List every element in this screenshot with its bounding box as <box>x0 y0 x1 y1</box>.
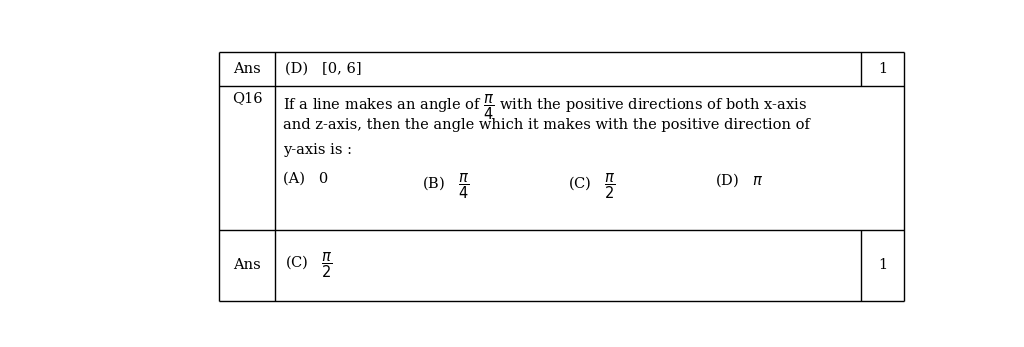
Text: (C)   $\dfrac{\pi}{2}$: (C) $\dfrac{\pi}{2}$ <box>568 171 616 201</box>
Text: and z-axis, then the angle which it makes with the positive direction of: and z-axis, then the angle which it make… <box>284 118 810 132</box>
Text: Ans: Ans <box>233 259 261 272</box>
Text: 1: 1 <box>878 62 887 76</box>
Text: y-axis is :: y-axis is : <box>284 143 352 157</box>
Text: (A)   0: (A) 0 <box>284 171 329 185</box>
Text: If a line makes an angle of $\dfrac{\pi}{4}$ with the positive directions of bot: If a line makes an angle of $\dfrac{\pi}… <box>284 93 808 122</box>
Text: 1: 1 <box>878 259 887 272</box>
Text: (B)   $\dfrac{\pi}{4}$: (B) $\dfrac{\pi}{4}$ <box>422 171 469 201</box>
Text: (D)   $\pi$: (D) $\pi$ <box>715 171 763 189</box>
Text: (D)   [0, 6]: (D) [0, 6] <box>285 62 361 76</box>
Text: Ans: Ans <box>233 62 261 76</box>
Text: (C)   $\dfrac{\pi}{2}$: (C) $\dfrac{\pi}{2}$ <box>285 251 333 280</box>
Text: Q16: Q16 <box>232 91 263 105</box>
